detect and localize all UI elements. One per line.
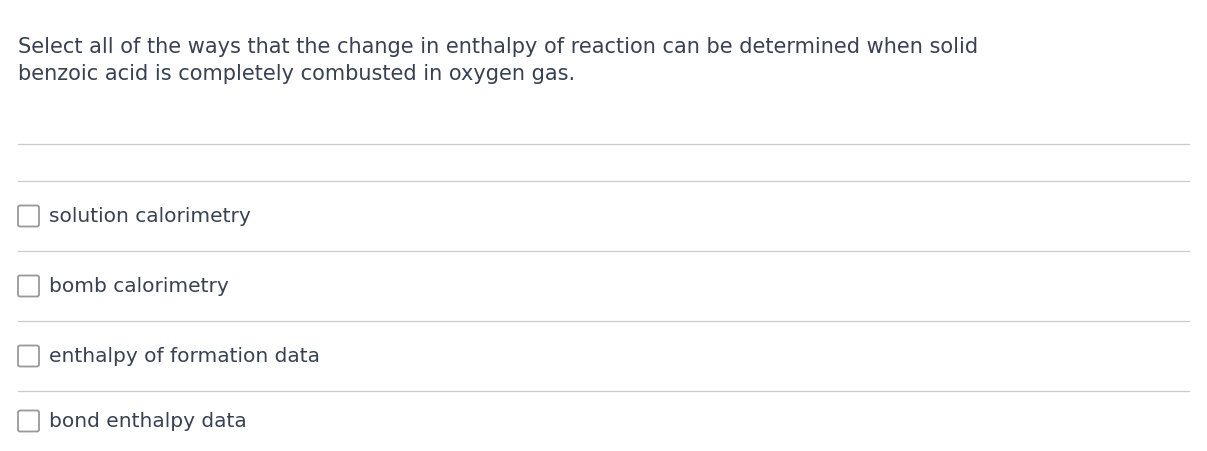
FancyBboxPatch shape (18, 346, 39, 367)
Text: Select all of the ways that the change in enthalpy of reaction can be determined: Select all of the ways that the change i… (18, 37, 978, 57)
FancyBboxPatch shape (18, 276, 39, 297)
Text: bomb calorimetry: bomb calorimetry (49, 277, 229, 296)
FancyBboxPatch shape (18, 206, 39, 227)
Text: bond enthalpy data: bond enthalpy data (49, 412, 246, 431)
Text: benzoic acid is completely combusted in oxygen gas.: benzoic acid is completely combusted in … (18, 64, 575, 84)
FancyBboxPatch shape (18, 410, 39, 432)
Text: enthalpy of formation data: enthalpy of formation data (49, 347, 320, 366)
Text: solution calorimetry: solution calorimetry (49, 207, 251, 226)
